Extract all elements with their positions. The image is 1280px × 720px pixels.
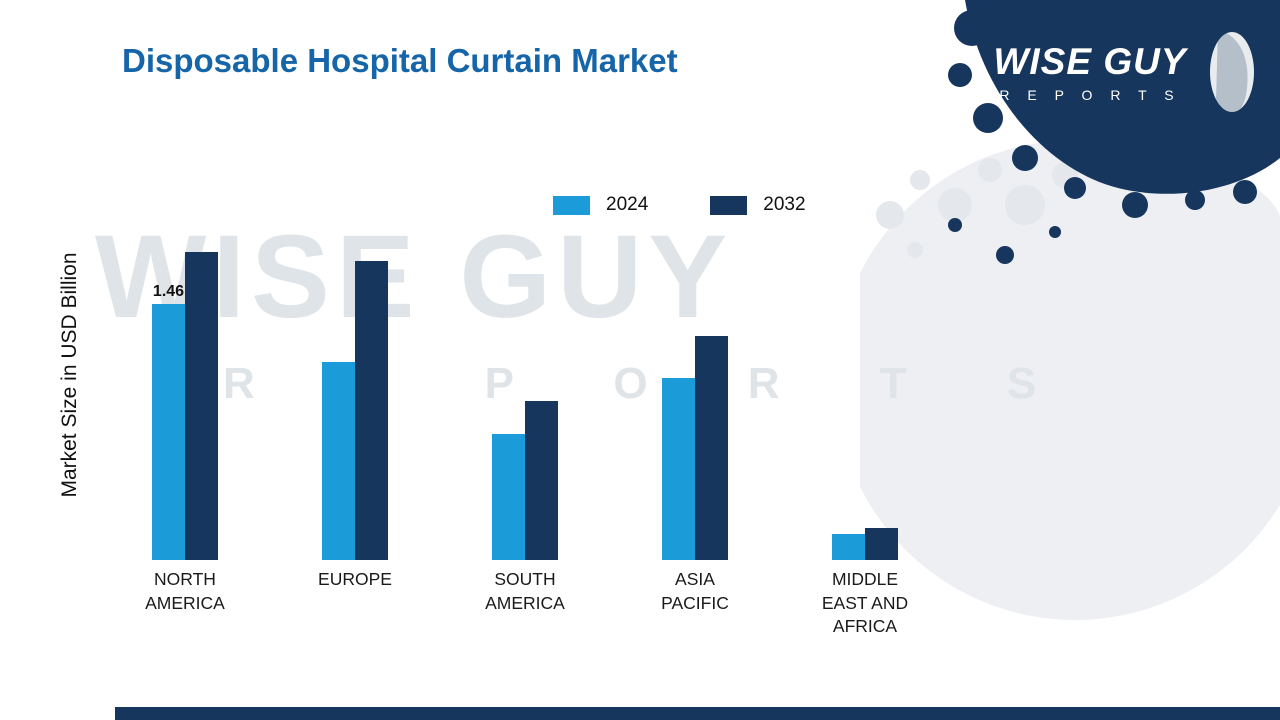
legend-swatch-2024 bbox=[553, 195, 590, 215]
category-label: MIDDLE EAST AND AFRICA bbox=[821, 569, 909, 637]
logo-reports-text: R E P O R T S bbox=[999, 86, 1181, 103]
logo-wiseguy-text: WISE GUY bbox=[993, 41, 1187, 82]
bar-2032 bbox=[355, 261, 388, 560]
legend-item-2024: 2024 bbox=[553, 194, 648, 216]
legend-item-2032: 2032 bbox=[710, 194, 806, 216]
bar-group bbox=[152, 252, 218, 560]
bar-2024 bbox=[322, 362, 355, 560]
bar-group bbox=[492, 401, 558, 560]
bar-2032 bbox=[525, 401, 558, 560]
bar-2032 bbox=[865, 528, 898, 560]
legend-label-2032: 2032 bbox=[763, 194, 806, 215]
category-label: EUROPE bbox=[318, 569, 392, 589]
bar-2032 bbox=[185, 252, 218, 560]
legend-label-2024: 2024 bbox=[606, 194, 649, 215]
footer-bar bbox=[115, 707, 1280, 720]
page-title: Disposable Hospital Curtain Market bbox=[122, 42, 678, 79]
category-label: ASIA PACIFIC bbox=[661, 569, 729, 613]
y-axis-label: Market Size in USD Billion bbox=[58, 252, 81, 498]
bar-2032 bbox=[695, 336, 728, 560]
bar-group bbox=[322, 261, 388, 560]
legend-swatch-2032 bbox=[710, 195, 748, 215]
bar-group bbox=[662, 336, 728, 560]
bar-group bbox=[832, 528, 898, 560]
bar-value-label: 1.46 bbox=[152, 282, 185, 300]
category-label: SOUTH AMERICA bbox=[485, 569, 565, 613]
bar-2024 bbox=[152, 304, 185, 560]
wiseguy-logo: WISE GUY R E P O R T S bbox=[980, 41, 1200, 103]
bar-2024 bbox=[492, 434, 525, 560]
bar-2024 bbox=[662, 378, 695, 560]
category-label: NORTH AMERICA bbox=[145, 569, 225, 613]
chart-legend: 2024 2032 bbox=[553, 194, 806, 216]
bar-2024 bbox=[832, 534, 865, 560]
decorative-head-graphic bbox=[860, 0, 1280, 620]
